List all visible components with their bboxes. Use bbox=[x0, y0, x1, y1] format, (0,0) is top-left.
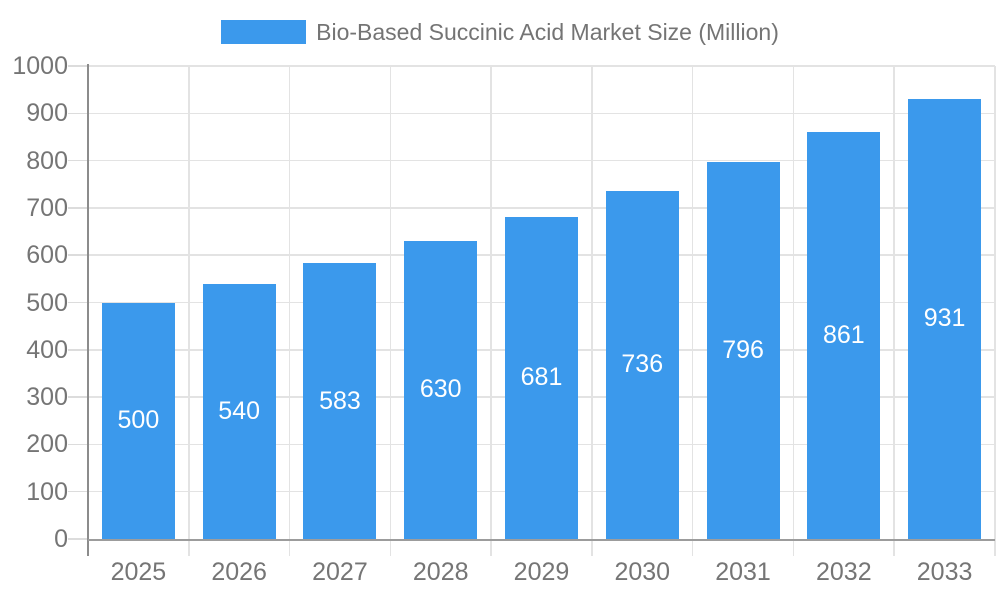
y-axis-line bbox=[87, 64, 89, 556]
bar-value-label: 861 bbox=[822, 320, 865, 349]
bar-value-label: 500 bbox=[117, 406, 160, 435]
y-axis-tick bbox=[68, 207, 88, 209]
gridline-vertical bbox=[389, 66, 392, 556]
gridline-vertical bbox=[591, 66, 593, 556]
y-axis-label: 200 bbox=[26, 430, 68, 459]
y-axis-tick bbox=[68, 490, 88, 493]
y-axis-tick bbox=[68, 538, 88, 540]
legend-item[interactable]: Bio-Based Succinic Acid Market Size (Mil… bbox=[0, 18, 1000, 46]
bar-value-label: 630 bbox=[419, 375, 462, 404]
x-axis-label: 2031 bbox=[715, 558, 771, 586]
y-axis-tick bbox=[68, 396, 88, 398]
x-axis-line bbox=[88, 538, 995, 541]
bar[interactable]: 796 bbox=[706, 162, 780, 539]
gridline-horizontal bbox=[88, 65, 995, 67]
y-axis-label: 500 bbox=[26, 288, 68, 317]
gridline-vertical bbox=[490, 66, 492, 556]
y-axis-label: 1000 bbox=[12, 52, 68, 80]
bar-value-label: 736 bbox=[621, 350, 664, 379]
gridline-horizontal bbox=[88, 112, 995, 115]
gridline-vertical bbox=[893, 66, 895, 556]
x-axis-label: 2032 bbox=[816, 558, 872, 586]
y-axis-label: 800 bbox=[26, 146, 68, 175]
bar[interactable]: 931 bbox=[908, 98, 982, 539]
y-axis-label: 300 bbox=[26, 383, 68, 412]
y-axis-label: 0 bbox=[54, 525, 68, 553]
legend-swatch bbox=[221, 20, 307, 44]
bar[interactable]: 736 bbox=[605, 190, 679, 539]
y-axis-tick bbox=[68, 301, 88, 304]
bar-value-label: 540 bbox=[218, 396, 261, 425]
bar[interactable]: 540 bbox=[202, 283, 276, 539]
y-axis-tick bbox=[68, 159, 88, 162]
bar-value-label: 796 bbox=[722, 336, 764, 365]
bar[interactable]: 861 bbox=[807, 131, 881, 539]
y-axis-label: 900 bbox=[26, 99, 68, 128]
y-axis-tick bbox=[68, 112, 88, 115]
x-axis-label: 2028 bbox=[412, 558, 469, 586]
y-axis-label: 100 bbox=[26, 477, 68, 506]
x-axis-label: 2029 bbox=[513, 558, 570, 586]
bar[interactable]: 500 bbox=[101, 302, 175, 539]
gridline-vertical bbox=[691, 66, 694, 556]
x-axis-label: 2030 bbox=[614, 558, 671, 586]
y-axis-label: 400 bbox=[26, 335, 68, 364]
bar[interactable]: 681 bbox=[505, 216, 578, 539]
y-axis-tick bbox=[68, 254, 88, 256]
bar[interactable]: 630 bbox=[404, 241, 478, 539]
x-axis-label: 2027 bbox=[312, 558, 368, 586]
bar-value-label: 931 bbox=[923, 304, 966, 333]
x-axis-label: 2033 bbox=[916, 558, 973, 586]
y-axis-tick bbox=[68, 349, 88, 351]
gridline-vertical bbox=[288, 66, 291, 556]
gridline-vertical bbox=[994, 66, 996, 556]
x-axis-label: 2025 bbox=[110, 558, 167, 586]
bar[interactable]: 583 bbox=[303, 263, 377, 539]
bar-value-label: 583 bbox=[319, 386, 361, 415]
gridline-horizontal bbox=[88, 159, 995, 162]
x-axis-label: 2026 bbox=[211, 558, 267, 586]
y-axis-tick bbox=[68, 65, 88, 67]
legend-label: Bio-Based Succinic Acid Market Size (Mil… bbox=[316, 18, 779, 45]
gridline-vertical bbox=[792, 66, 795, 556]
y-axis-label: 600 bbox=[26, 241, 68, 270]
y-axis-tick bbox=[68, 443, 88, 446]
gridline-horizontal bbox=[88, 207, 995, 209]
gridline-vertical bbox=[188, 66, 190, 556]
bar-value-label: 681 bbox=[520, 363, 563, 392]
y-axis-label: 700 bbox=[26, 193, 68, 222]
